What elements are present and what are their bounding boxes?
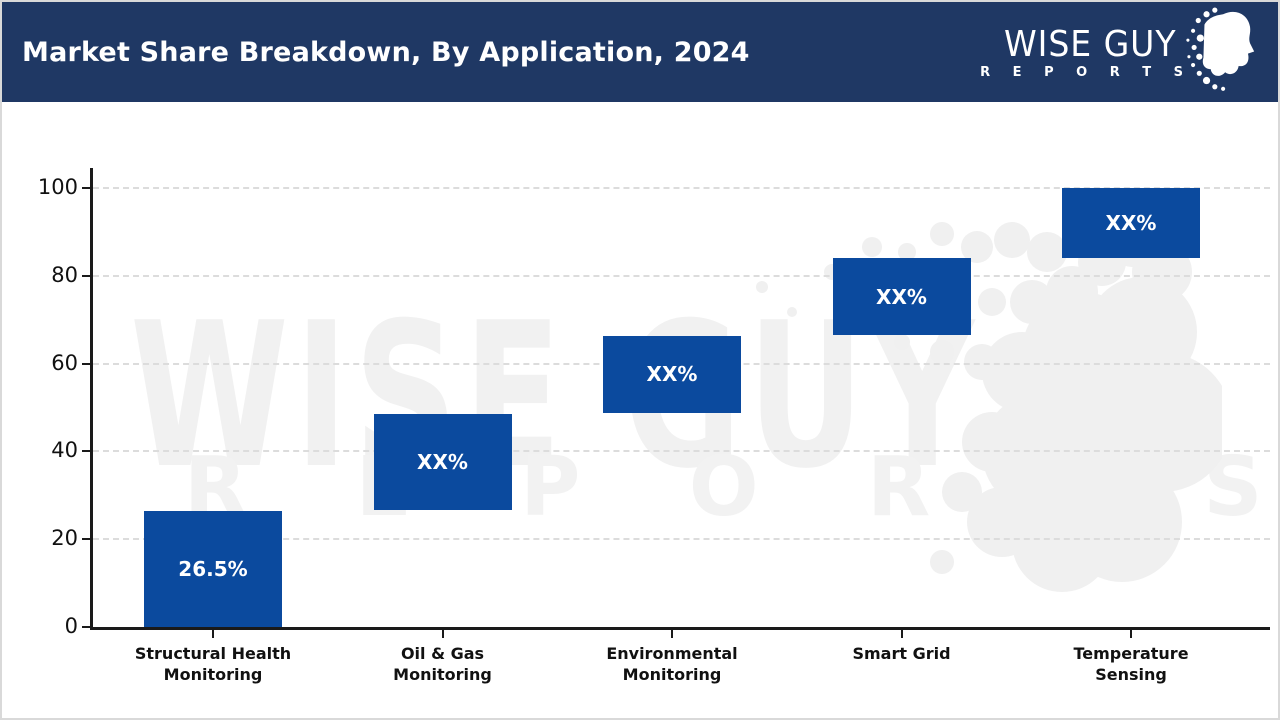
- x-tick-environmental-monitoring: [671, 630, 673, 638]
- x-category-label-structural-health-monitoring: Structural Health Monitoring: [134, 644, 292, 684]
- bar-value-label-smart-grid: XX%: [876, 284, 927, 309]
- x-category-label-oil-gas-monitoring: Oil & Gas Monitoring: [393, 644, 492, 684]
- bar-temperature-sensing: XX%: [1062, 188, 1200, 258]
- bar-value-label-structural-health-monitoring: 26.5%: [178, 556, 248, 581]
- bar-value-label-oil-gas-monitoring: XX%: [417, 449, 468, 474]
- y-tick-60: [82, 362, 90, 365]
- x-category-label-environmental-monitoring: Environmental Monitoring: [606, 644, 738, 684]
- logo-head-icon: [1186, 7, 1255, 91]
- bar-oil-gas-monitoring: XX%: [373, 413, 512, 510]
- x-category-label-smart-grid: Smart Grid: [852, 644, 951, 663]
- header-bar: Market Share Breakdown, By Application, …: [2, 2, 1278, 102]
- y-tick-label-0: 0: [64, 614, 78, 638]
- logo-text: WISE GUY R E P O R T S: [974, 24, 1192, 80]
- chart-area: WISE GUY R E P O R T S: [2, 102, 1278, 718]
- x-tick-structural-health-monitoring: [212, 630, 214, 638]
- y-tick-label-100: 100: [37, 175, 78, 199]
- x-tick-temperature-sensing: [1130, 630, 1132, 638]
- page-title: Market Share Breakdown, By Application, …: [22, 36, 750, 68]
- plot-area: 0 20 40 60 80 100 26.5% Structural Health Monito…: [2, 102, 1278, 718]
- x-tick-oil-gas-monitoring: [441, 630, 444, 638]
- x-axis-line: [90, 627, 1270, 630]
- y-tick-label-80: 80: [51, 262, 78, 287]
- y-tick-20: [82, 538, 90, 541]
- gridline-20: [93, 538, 1270, 541]
- y-tick-0: [82, 626, 90, 628]
- wise-guy-reports-logo: WISE GUY R E P O R T S: [974, 7, 1264, 96]
- y-tick-label-40: 40: [51, 438, 78, 463]
- x-tick-smart-grid: [900, 630, 903, 638]
- y-tick-label-20: 20: [51, 526, 78, 551]
- gridline-80: [93, 274, 1270, 277]
- y-axis-line: [90, 168, 93, 630]
- bar-structural-health-monitoring: 26.5%: [144, 510, 282, 627]
- y-tick-40: [82, 450, 90, 453]
- y-tick-100: [82, 187, 90, 189]
- x-category-label-temperature-sensing: Temperature Sensing: [1073, 644, 1189, 684]
- gridline-100: [93, 187, 1270, 189]
- watermark-head-graphic: [756, 222, 1222, 592]
- bar-value-label-environmental-monitoring: XX%: [646, 362, 698, 387]
- logo-wordmark: WISE GUY: [1004, 24, 1177, 65]
- gridline-40: [93, 450, 1270, 453]
- logo-subtitle: R E P O R T S: [980, 65, 1192, 80]
- bar-value-label-temperature-sensing: XX%: [1105, 210, 1157, 235]
- bar-smart-grid: XX%: [832, 258, 971, 336]
- y-tick-label-60: 60: [51, 350, 78, 375]
- bar-environmental-monitoring: XX%: [603, 335, 741, 413]
- y-tick-80: [82, 274, 90, 277]
